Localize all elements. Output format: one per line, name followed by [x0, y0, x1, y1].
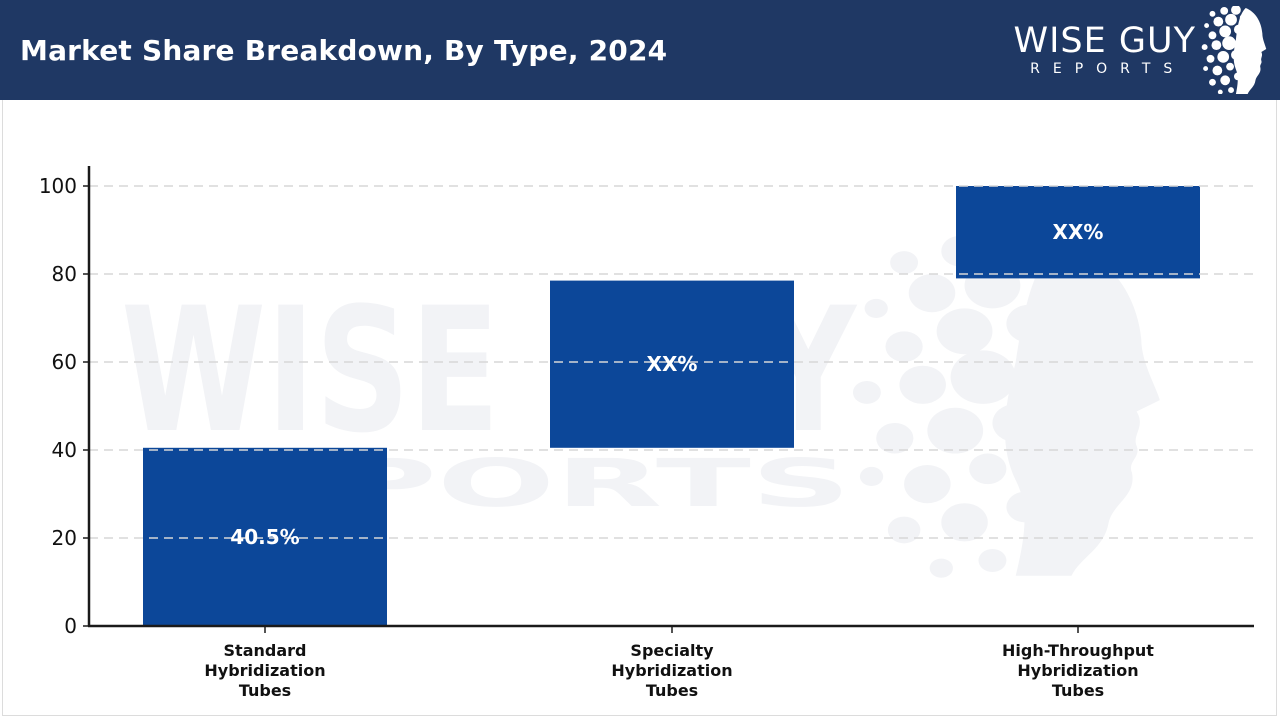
x-category-label-1: Specialty Hybridization Tubes [611, 641, 732, 700]
header-bar: Market Share Breakdown, By Type, 2024 WI… [0, 0, 1280, 100]
bar-1 [550, 280, 794, 448]
logo-wiseguy-label: WISE GUY [1013, 20, 1196, 61]
logo-text: WISE GUY REPORTS [1013, 20, 1196, 78]
y-tick-label-60: 60 [52, 350, 77, 374]
wiseguy-logo: WISE GUY REPORTS [1013, 6, 1268, 94]
logo-reports-label: REPORTS [1030, 61, 1186, 78]
y-tick-label-40: 40 [52, 438, 77, 462]
x-category-label-2: High-Throughput Hybridization Tubes [1002, 641, 1154, 700]
chart-card: WISE GUY REPORTS 0 20 40 60 80 100 Standard Hyb… [2, 100, 1277, 716]
dotted-head-icon [1201, 6, 1267, 94]
bar-0 [143, 447, 387, 626]
x-category-label-0: Standard Hybridization Tubes [204, 641, 325, 700]
bar-value-label-0: 40.5% [230, 525, 299, 549]
y-tick-label-20: 20 [52, 526, 77, 550]
bar-2 [956, 186, 1200, 279]
y-tick-label-0: 0 [64, 614, 77, 638]
y-tick-label-80: 80 [52, 262, 77, 286]
page-title: Market Share Breakdown, By Type, 2024 [20, 33, 668, 67]
watermark-head-icon [852, 228, 1160, 578]
bar-value-label-2: XX% [1053, 220, 1104, 244]
y-tick-label-100: 100 [39, 174, 77, 198]
bar-value-label-1: XX% [647, 352, 698, 376]
